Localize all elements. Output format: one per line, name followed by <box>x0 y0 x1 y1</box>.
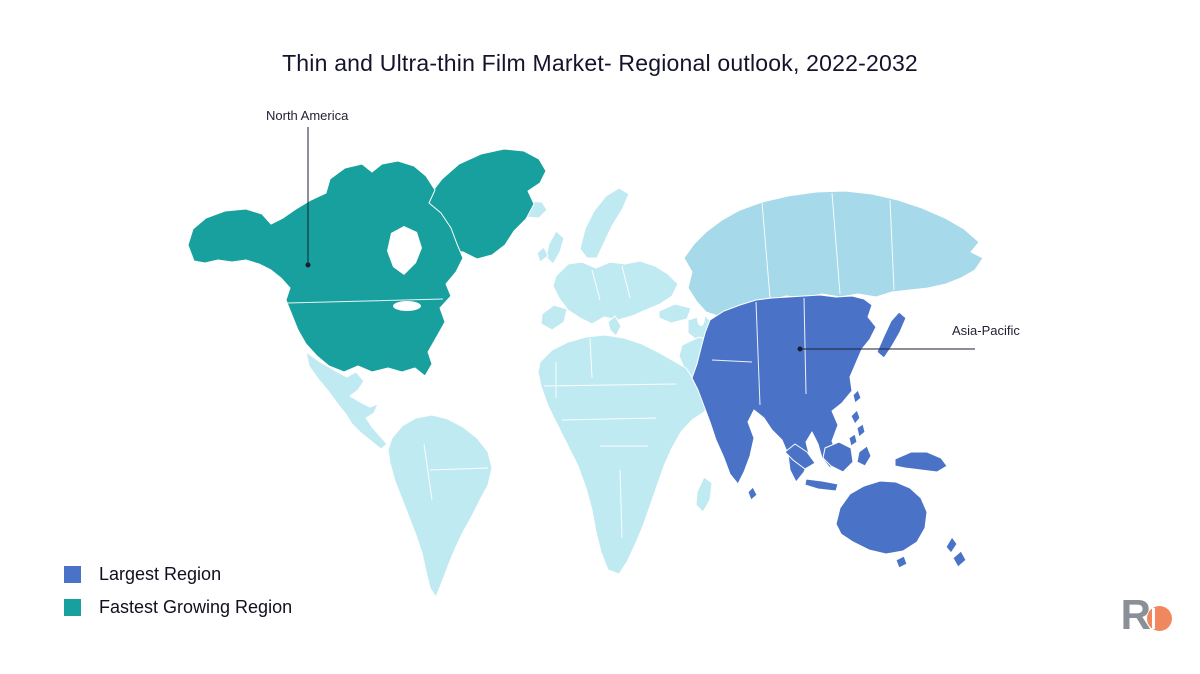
region-sumatra <box>784 443 816 470</box>
region-south-america <box>387 414 493 598</box>
region-ireland <box>536 246 549 263</box>
region-japan <box>876 311 907 359</box>
region-europe <box>552 260 679 325</box>
asia-pacific-leader-dot <box>797 346 803 352</box>
country-borders <box>286 192 895 539</box>
logo-disc-icon <box>1147 606 1172 631</box>
region-russia <box>683 190 984 317</box>
region-uk <box>545 230 565 265</box>
legend-label-largest-region: Largest Region <box>99 564 222 584</box>
region-java <box>804 478 839 492</box>
great-lakes <box>393 301 421 311</box>
region-madagascar <box>695 476 713 513</box>
legend-swatch-fastest-growing-region <box>64 599 81 616</box>
region-new-guinea <box>894 451 948 473</box>
logo-letter: R <box>1120 590 1151 638</box>
north-america-leader-dot <box>305 262 311 268</box>
region-italy <box>607 315 622 337</box>
region-sulawesi <box>856 445 872 467</box>
region-tasmania <box>895 555 908 569</box>
legend-item-largest-region: Largest Region <box>64 564 292 585</box>
region-scandinavia <box>579 187 630 259</box>
region-taiwan <box>852 389 862 404</box>
caspian-sea <box>697 310 705 326</box>
region-mexico-central-america <box>305 351 388 450</box>
legend-label-fastest-growing-region: Fastest Growing Region <box>99 597 293 617</box>
brand-logo: R <box>1120 590 1172 638</box>
region-north-america <box>187 160 464 377</box>
region-sri-lanka <box>747 486 758 501</box>
legend: Largest Region Fastest Growing Region <box>64 564 292 618</box>
hudson-bay <box>387 226 422 275</box>
annotation-north-america: North America <box>266 108 349 123</box>
region-turkey <box>658 303 692 324</box>
region-asia-pacific-mainland <box>691 294 877 485</box>
legend-swatch-largest-region <box>64 566 81 583</box>
region-new-zealand <box>945 536 967 568</box>
region-africa <box>537 334 713 575</box>
region-borneo <box>822 441 854 473</box>
region-iberia <box>540 304 568 331</box>
region-australia <box>835 480 928 555</box>
region-philippines <box>848 409 866 447</box>
annotation-asia-pacific: Asia-Pacific <box>952 323 1020 338</box>
legend-item-fastest-growing-region: Fastest Growing Region <box>64 597 292 618</box>
page-title: Thin and Ultra-thin Film Market- Regiona… <box>282 50 918 76</box>
